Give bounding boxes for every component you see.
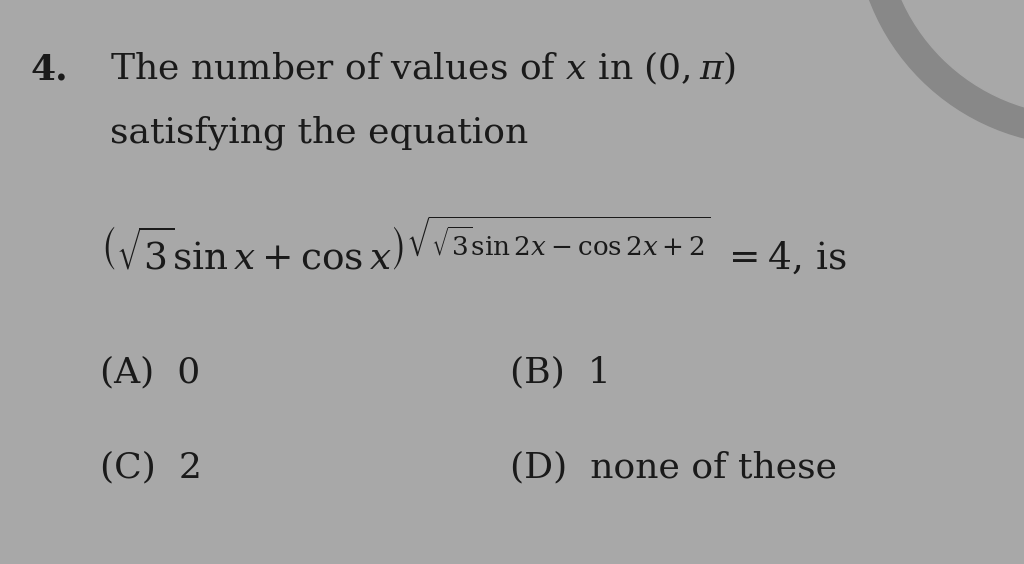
Text: (D)  none of these: (D) none of these	[510, 450, 837, 484]
Text: The number of values of $x$ in $(0, \pi)$: The number of values of $x$ in $(0, \pi)…	[110, 50, 736, 87]
Text: $\left(\sqrt{3}\sin x+\cos x\right)^{\sqrt{\sqrt{3}\sin 2x-\cos 2x+2}}\ =4$, is: $\left(\sqrt{3}\sin x+\cos x\right)^{\sq…	[100, 215, 847, 277]
Text: (B)  1: (B) 1	[510, 355, 611, 389]
Text: satisfying the equation: satisfying the equation	[110, 115, 528, 149]
Circle shape	[885, 0, 1024, 115]
Text: (C)  2: (C) 2	[100, 450, 202, 484]
Circle shape	[855, 0, 1024, 145]
Text: (A)  0: (A) 0	[100, 355, 201, 389]
Text: 4.: 4.	[30, 52, 68, 86]
